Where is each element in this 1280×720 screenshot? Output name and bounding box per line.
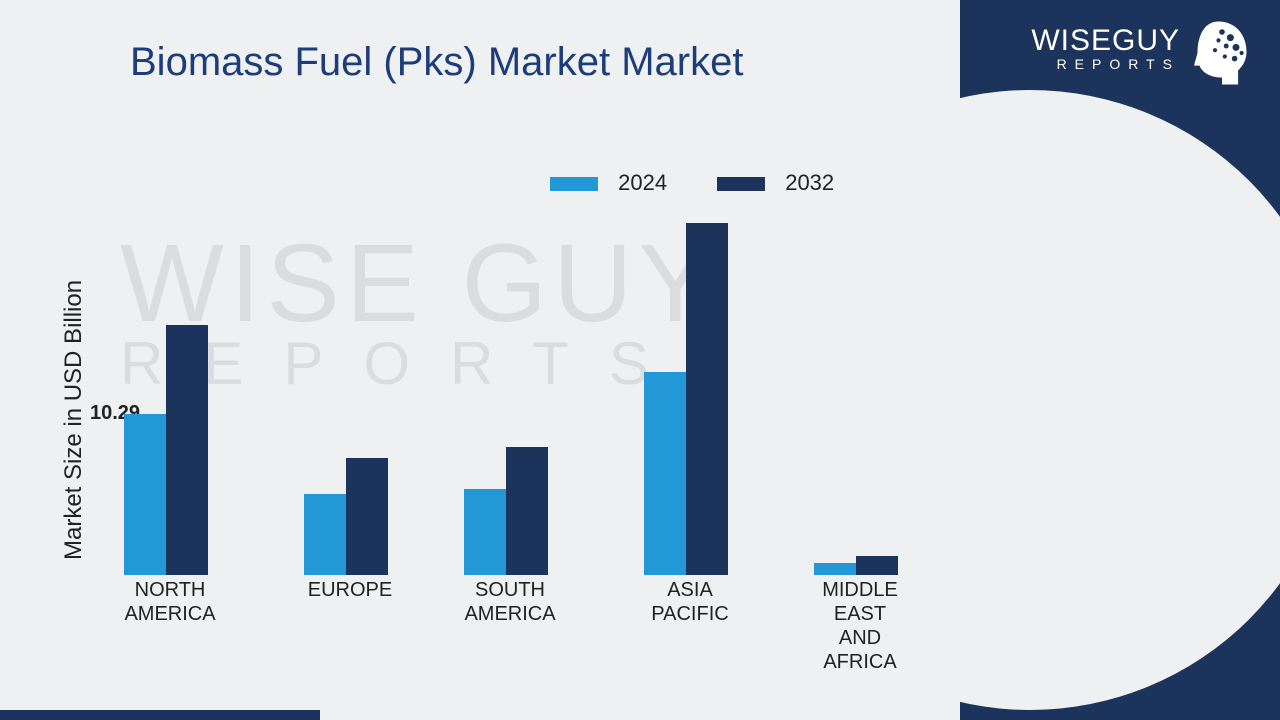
brand-sub: REPORTS bbox=[1031, 56, 1180, 72]
bar-na-2024 bbox=[124, 414, 166, 575]
bar-sa-2032 bbox=[506, 447, 548, 575]
chart-canvas: WISE GUY REPORTS WISEGUY REPORTS Biomass… bbox=[0, 0, 1280, 720]
bar-ap-2032 bbox=[686, 223, 728, 575]
chart-title: Biomass Fuel (Pks) Market Market bbox=[130, 40, 743, 85]
bar-eu-2032 bbox=[346, 458, 388, 575]
legend-item-2032: 2032 bbox=[717, 170, 834, 196]
x-label-eu: EUROPE bbox=[280, 578, 420, 602]
y-axis-label: Market Size in USD Billion bbox=[60, 280, 88, 560]
chart-plot-area bbox=[110, 200, 960, 575]
legend: 2024 2032 bbox=[550, 170, 834, 196]
bar-sa-2024 bbox=[464, 489, 506, 575]
legend-item-2024: 2024 bbox=[550, 170, 667, 196]
bar-mea-2032 bbox=[856, 556, 898, 575]
bar-eu-2024 bbox=[304, 494, 346, 575]
x-label-mea: MIDDLEEASTANDAFRICA bbox=[790, 578, 930, 674]
legend-label-b: 2032 bbox=[785, 170, 834, 195]
bottom-accent-bar bbox=[0, 710, 320, 720]
legend-swatch-b bbox=[717, 177, 765, 191]
brand-main: WISEGUY bbox=[1031, 24, 1180, 58]
bar-mea-2024 bbox=[814, 563, 856, 576]
bar-na-2032 bbox=[166, 325, 208, 575]
brand-head-icon bbox=[1180, 18, 1250, 88]
x-label-ap: ASIAPACIFIC bbox=[620, 578, 760, 626]
legend-label-a: 2024 bbox=[618, 170, 667, 195]
legend-swatch-a bbox=[550, 177, 598, 191]
bar-ap-2024 bbox=[644, 372, 686, 575]
x-label-na: NORTHAMERICA bbox=[100, 578, 240, 626]
x-label-sa: SOUTHAMERICA bbox=[440, 578, 580, 626]
